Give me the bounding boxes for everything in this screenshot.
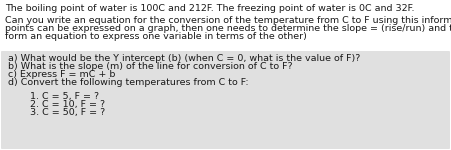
Text: c) Express F = mC + b: c) Express F = mC + b — [8, 70, 115, 79]
Text: The boiling point of water is 100C and 212F. The freezing point of water is 0C a: The boiling point of water is 100C and 2… — [5, 4, 414, 13]
FancyBboxPatch shape — [1, 51, 450, 149]
Text: 1. C = 5, F = ?: 1. C = 5, F = ? — [30, 92, 99, 101]
Text: form an equation to express one variable in terms of the other): form an equation to express one variable… — [5, 32, 307, 41]
Text: d) Convert the following temperatures from C to F:: d) Convert the following temperatures fr… — [8, 78, 249, 87]
Text: 3. C = 50, F = ?: 3. C = 50, F = ? — [30, 108, 105, 117]
Text: a) What would be the Y intercept (b) (when C = 0, what is the value of F)?: a) What would be the Y intercept (b) (wh… — [8, 54, 360, 63]
Text: b) What is the slope (m) of the line for conversion of C to F?: b) What is the slope (m) of the line for… — [8, 62, 293, 71]
Text: points can be expressed on a graph, then one needs to determine the slope = (ris: points can be expressed on a graph, then… — [5, 24, 451, 33]
Text: 2. C = 10, F = ?: 2. C = 10, F = ? — [30, 100, 105, 109]
Text: Can you write an equation for the conversion of the temperature from C to F usin: Can you write an equation for the conver… — [5, 16, 451, 25]
